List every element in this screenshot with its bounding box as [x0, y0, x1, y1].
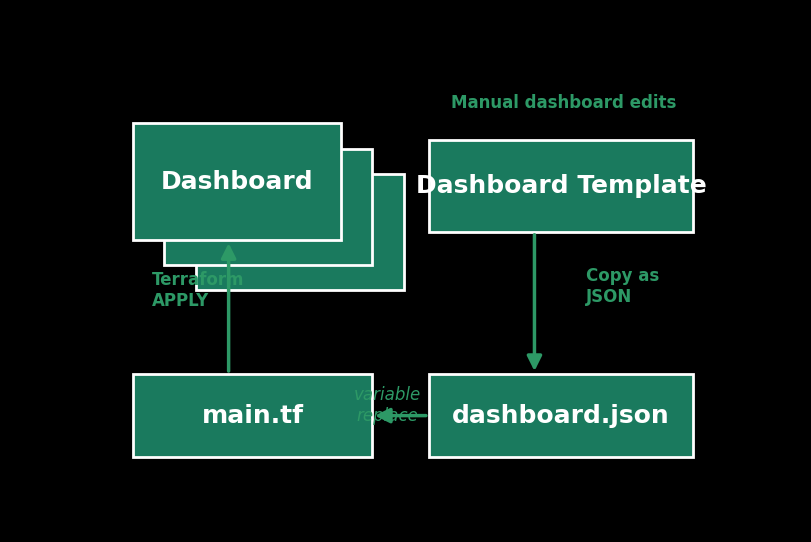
Bar — [428, 374, 693, 457]
Bar — [133, 374, 371, 457]
Bar — [164, 149, 371, 266]
Bar — [428, 140, 693, 232]
Text: Dashboard: Dashboard — [161, 170, 313, 194]
Text: Manual dashboard edits: Manual dashboard edits — [451, 94, 676, 112]
Text: main.tf: main.tf — [201, 404, 303, 428]
Text: Terraform
APPLY: Terraform APPLY — [152, 271, 244, 310]
Text: dashboard.json: dashboard.json — [452, 404, 669, 428]
Bar — [133, 124, 341, 240]
Text: Dashboard Template: Dashboard Template — [415, 174, 706, 198]
Bar — [195, 173, 403, 291]
Text: Copy as
JSON: Copy as JSON — [586, 267, 659, 306]
Text: variable
replace: variable replace — [354, 386, 421, 424]
